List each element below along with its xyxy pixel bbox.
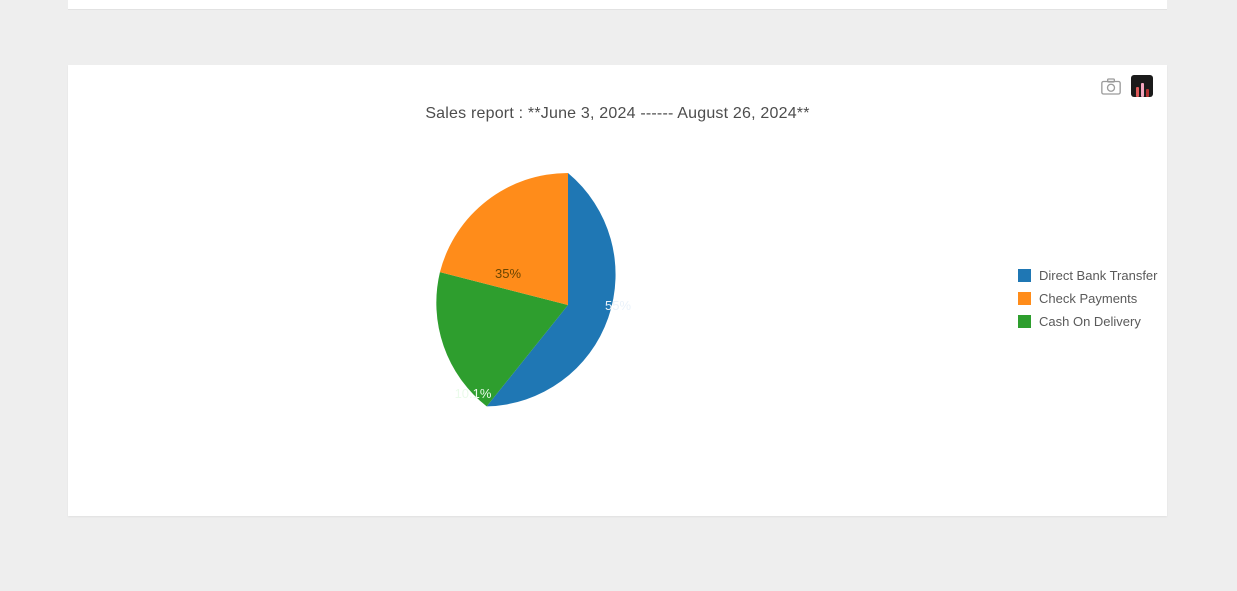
chart-title: Sales report : **June 3, 2024 ------ Aug… <box>68 105 1167 123</box>
legend-swatch-icon <box>1018 315 1031 328</box>
legend-swatch-icon <box>1018 269 1031 282</box>
legend-swatch-icon <box>1018 292 1031 305</box>
sales-report-card: Sales report : **June 3, 2024 ------ Aug… <box>68 65 1167 516</box>
page-root: Sales report : **June 3, 2024 ------ Aug… <box>0 0 1237 591</box>
legend-label: Cash On Delivery <box>1039 314 1141 329</box>
legend-label: Direct Bank Transfer <box>1039 268 1158 283</box>
chart-area: 55% 10.1% 35% Direct Bank Transfer Check… <box>68 160 1167 490</box>
chart-type-selector-icon[interactable] <box>1131 75 1153 97</box>
legend-item-check-payments[interactable]: Check Payments <box>1018 291 1218 306</box>
legend-item-direct-bank-transfer[interactable]: Direct Bank Transfer <box>1018 268 1218 283</box>
card-peek-above <box>68 0 1167 10</box>
legend-item-cash-on-delivery[interactable]: Cash On Delivery <box>1018 314 1218 329</box>
chart-legend: Direct Bank Transfer Check Payments Cash… <box>1018 268 1218 337</box>
legend-label: Check Payments <box>1039 291 1137 306</box>
export-image-icon[interactable] <box>1101 78 1121 95</box>
card-toolbar <box>1101 75 1153 97</box>
pie-chart[interactable]: 55% 10.1% 35% <box>433 170 703 440</box>
